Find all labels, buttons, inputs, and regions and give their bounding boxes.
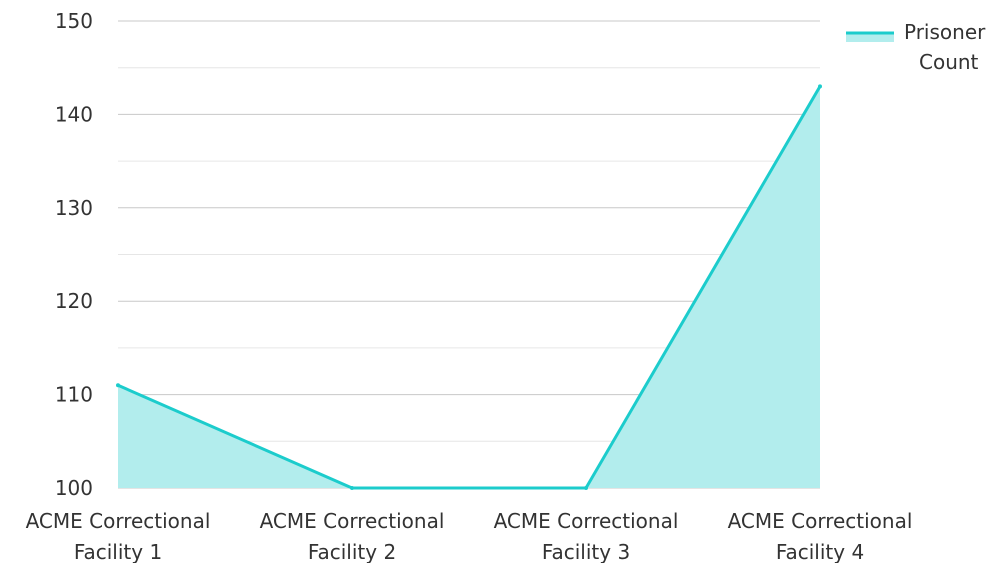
data-point — [818, 84, 822, 89]
legend-swatch-fill — [846, 33, 894, 42]
y-tick-label: 100 — [55, 476, 93, 500]
y-tick-label: 130 — [55, 196, 93, 220]
y-tick-label: 150 — [55, 9, 93, 33]
y-axis: 100 110 120 130 140 150 — [55, 9, 93, 500]
series-line — [116, 84, 822, 490]
y-tick-label: 110 — [55, 383, 93, 407]
data-point — [584, 486, 588, 490]
y-tick-label: 120 — [55, 289, 93, 313]
y-tick-label: 140 — [55, 102, 93, 126]
data-point — [116, 383, 120, 388]
x-tick-label: ACME Correctional Facility 4 — [728, 509, 913, 563]
x-tick-label: ACME Correctional Facility 3 — [494, 509, 679, 563]
data-point — [350, 486, 354, 490]
series-area — [118, 86, 820, 488]
area-fill — [118, 86, 820, 488]
x-axis: ACME Correctional Facility 1 ACME Correcti… — [26, 509, 913, 563]
legend: Prisoner Count — [846, 20, 986, 74]
series-polyline — [117, 85, 822, 490]
x-tick-label: ACME Correctional Facility 2 — [260, 509, 445, 563]
x-tick-label: ACME Correctional Facility 1 — [26, 509, 211, 563]
legend-label: Prisoner Count — [904, 20, 986, 74]
